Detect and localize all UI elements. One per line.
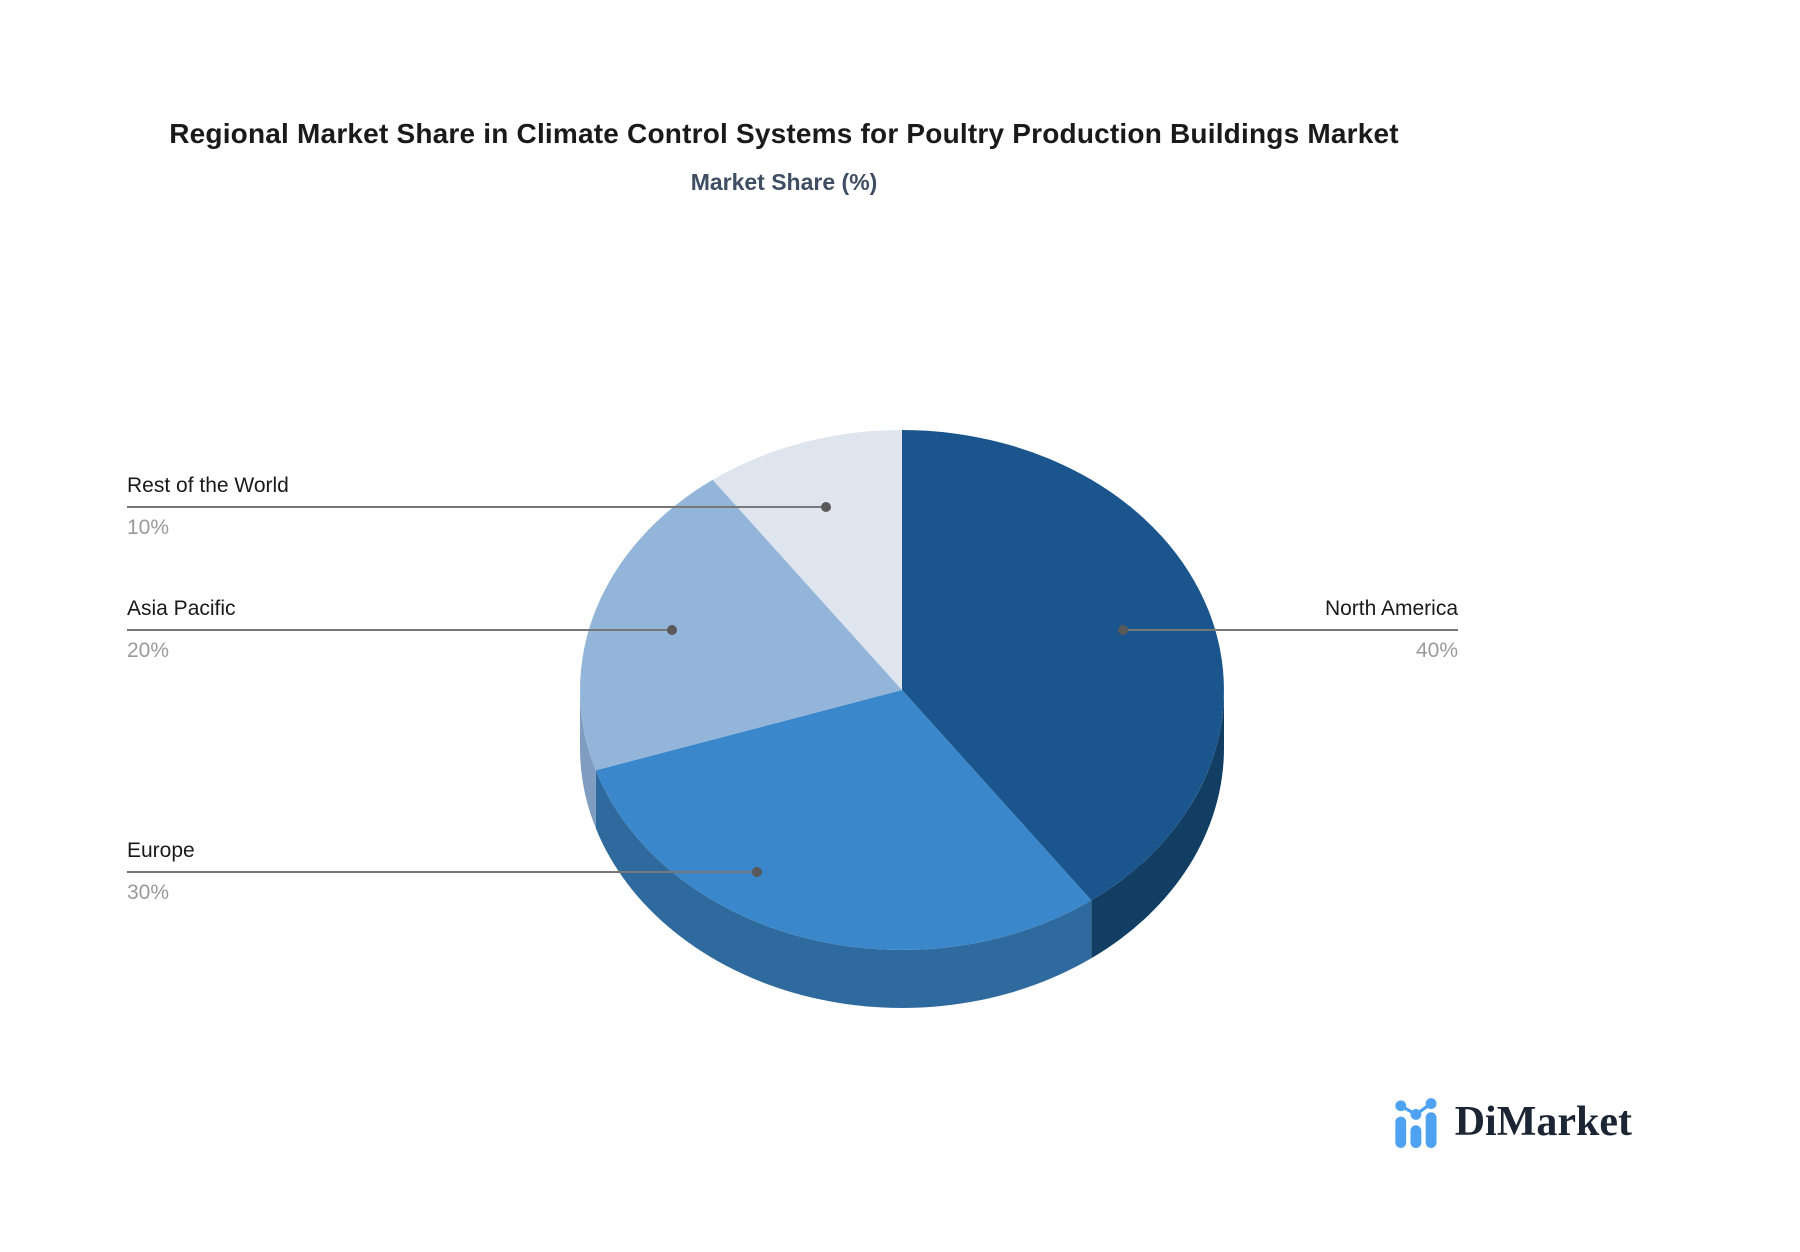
callout-value-asia-pacific: 20% [127,639,170,662]
chart-subtitle: Market Share (%) [690,169,878,195]
pie-slices [580,430,1224,1008]
pie-slice-asia-pacific[interactable] [580,479,902,771]
callout-label-rest-of-the-world: Rest of the World [127,474,289,497]
callout-label-north-america: North America [1324,597,1458,620]
leader-dot-north-america [1118,625,1128,635]
pie-slice-north-america[interactable] [902,430,1224,901]
leader-dot-asia-pacific [667,625,677,635]
pie-slice-side-europe [595,770,1092,1008]
page-title: Regional Market Share in Climate Control… [169,118,1399,149]
callout-value-north-america: 40% [1415,639,1458,662]
leader-lines [127,506,1458,873]
callout-label-europe: Europe [127,839,195,862]
pie-slice-side-north-america [1091,690,1224,959]
pie-slice-side-asia-pacific [580,690,596,829]
callout-value-europe: 30% [127,881,170,904]
brand-logo: DiMarket [1393,1096,1632,1148]
chart-header: Regional Market Share in Climate Control… [0,110,1568,198]
leader-dot-europe [752,867,762,877]
leader-dot-rest-of-the-world [821,502,831,512]
leader-dots [667,502,1128,877]
logo-text: DiMarket [1454,1099,1632,1145]
pie-slice-europe[interactable] [595,690,1092,950]
pie-slice-rest-of-the-world[interactable] [712,430,902,690]
logo-chart-icon [1395,1098,1437,1148]
callout-value-rest-of-the-world: 10% [127,516,170,539]
callout-label-asia-pacific: Asia Pacific [127,597,236,620]
